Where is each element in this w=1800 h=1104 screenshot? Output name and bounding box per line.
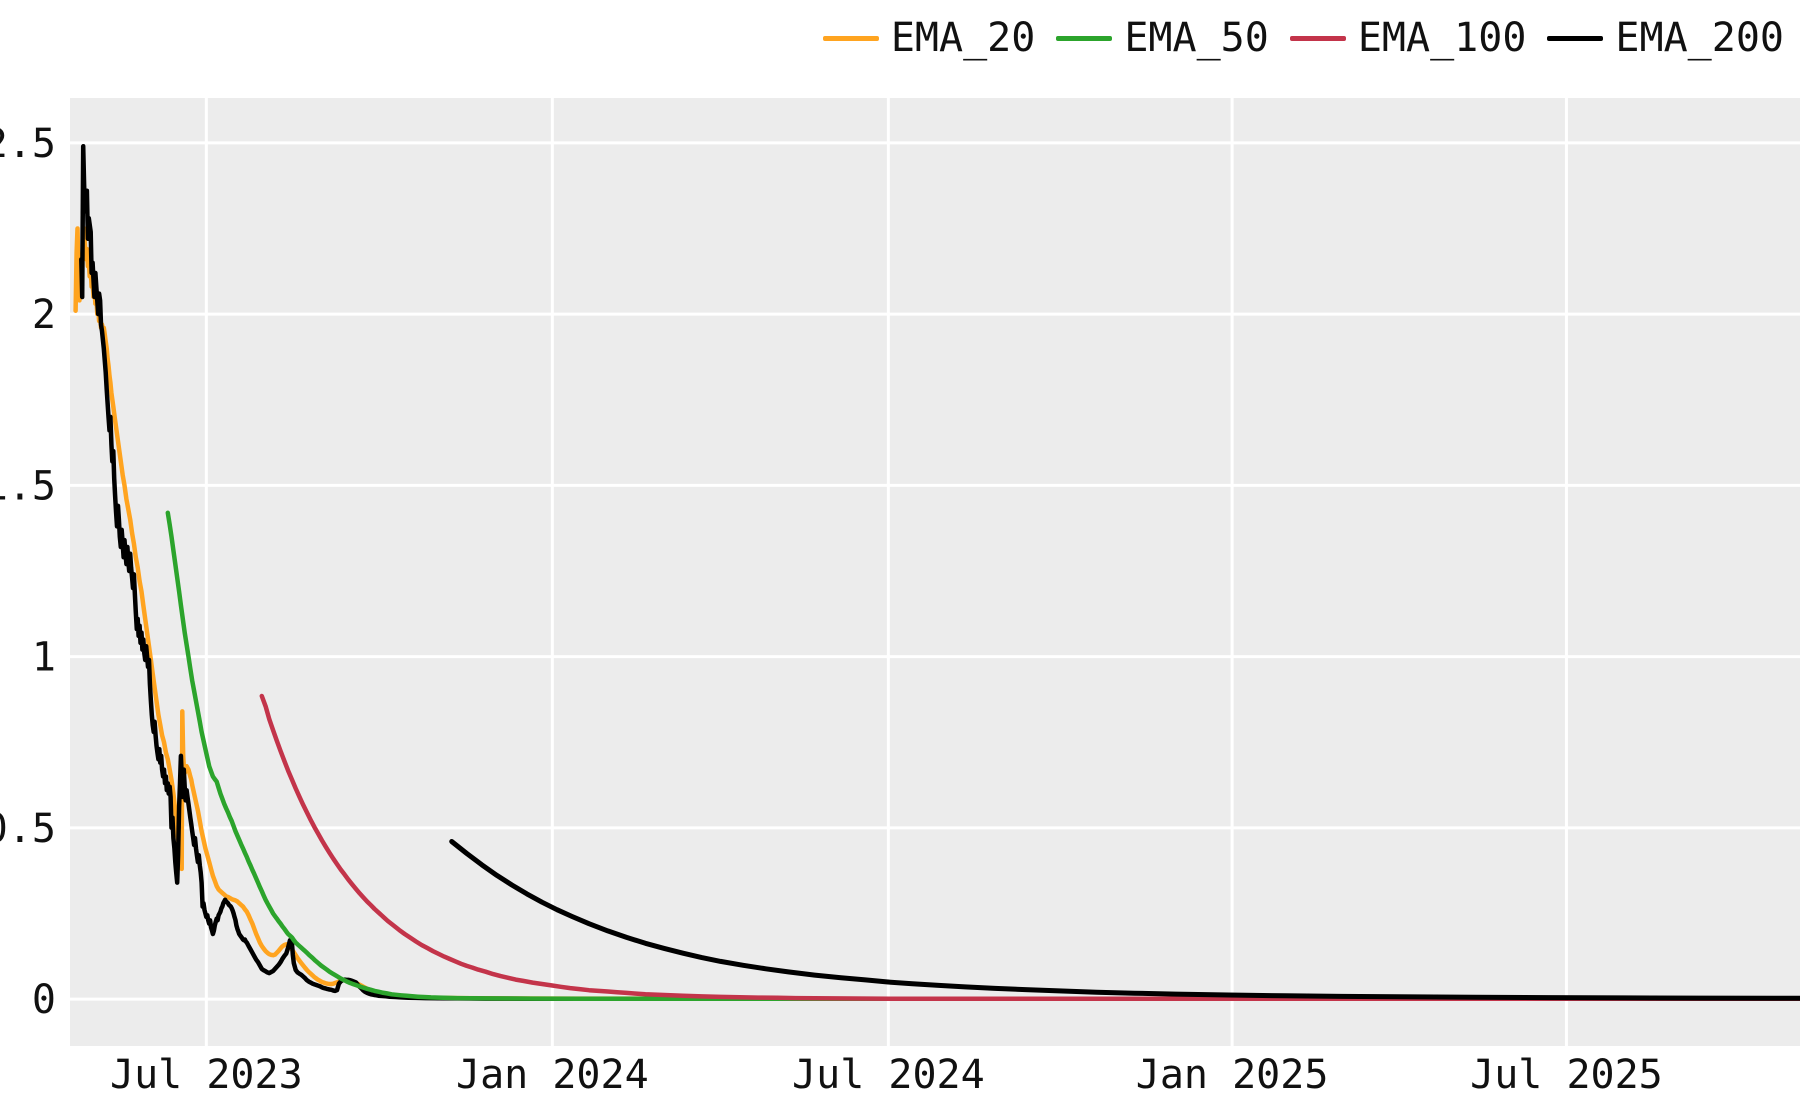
y-tick-labels: 0 0.5 1 1.5 2 2.5 <box>0 121 56 1023</box>
legend-swatch-ema_200 <box>1547 35 1604 41</box>
y-tick-label: 0 <box>32 977 56 1023</box>
x-tick-labels: Jul 2023 Jan 2024 Jul 2024 Jan 2025 Jul 2025 <box>110 1052 1663 1098</box>
series-group <box>73 144 1800 1002</box>
series-line-close-price-no-legend-entry- <box>79 144 1800 1001</box>
y-tick-label: 1 <box>32 635 56 681</box>
x-tick-label: Jul 2024 <box>792 1052 985 1098</box>
series-line-ema-100 <box>259 693 1800 1002</box>
gridlines <box>70 98 1800 1046</box>
series-line-ema-200 <box>449 839 1800 1001</box>
legend-label: EMA_20 <box>890 15 1036 61</box>
series-line-ema-50 <box>165 510 1800 1002</box>
y-tick-label: 0.5 <box>0 806 56 852</box>
legend-item-ema_200: EMA_200 <box>1547 15 1784 61</box>
legend-item-ema_20: EMA_20 <box>822 15 1036 61</box>
x-tick-label: Jan 2025 <box>1136 1052 1329 1098</box>
legend-item-ema_50: EMA_50 <box>1056 15 1269 61</box>
y-tick-label: 2.5 <box>0 121 56 167</box>
legend-item-ema_100: EMA_100 <box>1289 15 1527 61</box>
y-tick-label: 2 <box>32 292 56 338</box>
x-tick-label: Jan 2024 <box>456 1052 649 1098</box>
legend-label: EMA_50 <box>1124 15 1269 61</box>
legend-swatch-ema_20 <box>822 35 879 41</box>
legend-label: EMA_200 <box>1615 15 1784 61</box>
plot-panel <box>70 98 1800 1046</box>
legend-swatch-ema_50 <box>1056 35 1113 41</box>
legend-swatch-ema_100 <box>1289 35 1346 41</box>
chart-legend: EMA_20 EMA_50 EMA_100 EMA_200 <box>822 12 1784 64</box>
x-tick-label: Jul 2025 <box>1470 1052 1663 1098</box>
legend-label: EMA_100 <box>1357 15 1527 61</box>
y-tick-label: 1.5 <box>0 463 56 509</box>
x-tick-label: Jul 2023 <box>110 1052 303 1098</box>
